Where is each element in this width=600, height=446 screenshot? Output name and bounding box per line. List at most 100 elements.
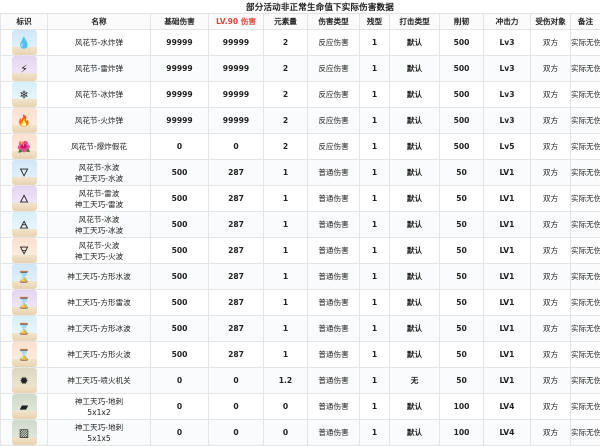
cell-z-type: 1 xyxy=(360,134,390,160)
cell-lv90-damage: 287 xyxy=(209,290,264,316)
table-row[interactable]: ⌛神工天巧-方形雷波5002871普通伤害1默认50LV1双方实际无伤害 xyxy=(1,290,600,316)
column-header-lv90[interactable]: LV.90 伤害 xyxy=(209,14,264,30)
cell-damage-target: 双方 xyxy=(531,264,571,290)
table-row[interactable]: ⌛神工天巧-方形水波5002871普通伤害1默认50LV1双方实际无伤害 xyxy=(1,264,600,290)
cryo-wave-icon: 🜁 xyxy=(12,212,37,237)
icon-glyph: ⌛ xyxy=(17,323,31,334)
cell-lv90-damage: 287 xyxy=(209,264,264,290)
cell-base-damage: 99999 xyxy=(151,108,209,134)
name-lines: 风花节-水波神工天巧-水波 xyxy=(48,162,150,184)
cell-base-damage: 99999 xyxy=(151,56,209,82)
cell-z-type: 1 xyxy=(360,394,390,420)
column-header-xuerou[interactable]: 削韧 xyxy=(440,14,484,30)
square-electro-wave-icon: ⌛ xyxy=(12,290,37,315)
cell-damage-target: 双方 xyxy=(531,186,571,212)
cell-damage-type: 反应伤害 xyxy=(308,30,360,56)
cell-icon: 🔥 xyxy=(1,108,48,134)
cell-base-damage: 0 xyxy=(151,368,209,394)
column-header-hittype[interactable]: 打击类型 xyxy=(390,14,440,30)
cell-z-type: 1 xyxy=(360,212,390,238)
cell-icon: ⌛ xyxy=(1,316,48,342)
cell-impact-force: Lv3 xyxy=(484,108,531,134)
name-line: 风花节-水炸弹 xyxy=(75,37,123,48)
cell-base-damage: 0 xyxy=(151,394,209,420)
table-row[interactable]: ⌛神工天巧-方形火波5002871普通伤害1默认50LV1双方实际无伤害 xyxy=(1,342,600,368)
sheet-title-row: 部分活动非正常生命值下实际伤害数据 xyxy=(0,0,600,13)
cell-base-damage: 500 xyxy=(151,342,209,368)
table-row[interactable]: ⚡风花节-雷炸弹99999999992反应伤害1默认500Lv3双方实际无伤害 xyxy=(1,56,600,82)
cell-damage-type: 反应伤害 xyxy=(308,108,360,134)
cell-element-amount: 1 xyxy=(264,342,308,368)
cell-element-amount: 2 xyxy=(264,108,308,134)
column-header-ztype[interactable]: 残型 xyxy=(360,14,390,30)
cell-impact-force: LV4 xyxy=(484,420,531,446)
column-header-icon[interactable]: 标识 xyxy=(1,14,48,30)
cell-base-damage: 500 xyxy=(151,290,209,316)
column-header-dmgtype[interactable]: 伤害类型 xyxy=(308,14,360,30)
cell-z-type: 1 xyxy=(360,56,390,82)
square-pyro-wave-icon: ⌛ xyxy=(12,342,37,367)
name-line: 神工天巧-方形水波 xyxy=(67,271,131,282)
icon-glyph: 🜄 xyxy=(19,167,29,178)
cell-element-amount: 1 xyxy=(264,160,308,186)
cell-note: 实际无伤害 xyxy=(571,30,600,56)
cell-impact-force: LV4 xyxy=(484,394,531,420)
table-body: 💧风花节-水炸弹99999999992反应伤害1默认500Lv3双方实际无伤害⚡… xyxy=(1,30,600,446)
column-header-element[interactable]: 元素量 xyxy=(264,14,308,30)
cell-icon: ⌛ xyxy=(1,342,48,368)
table-row[interactable]: ❄风花节-冰炸弹99999999992反应伤害1默认500Lv3双方实际无伤害 xyxy=(1,82,600,108)
cell-poise-reduction: 50 xyxy=(440,212,484,238)
table-row[interactable]: 🌺风花节-爆炸假花002反应伤害1默认500Lv5双方实际无伤害 xyxy=(1,134,600,160)
cell-impact-force: LV1 xyxy=(484,264,531,290)
square-cryo-wave-icon: ⌛ xyxy=(12,316,37,341)
cell-note: 实际无伤害 xyxy=(571,186,600,212)
cell-icon: ▨ xyxy=(1,420,48,446)
column-header-target[interactable]: 受伤对象 xyxy=(531,14,571,30)
table-row[interactable]: 💧风花节-水炸弹99999999992反应伤害1默认500Lv3双方实际无伤害 xyxy=(1,30,600,56)
name-line: 风花节-雷波 xyxy=(79,188,120,199)
name-line: 神工天巧-雷波 xyxy=(75,199,123,210)
column-header-base[interactable]: 基础伤害 xyxy=(151,14,209,30)
table-row[interactable]: 🔥风花节-火炸弹99999999992反应伤害1默认500Lv3双方实际无伤害 xyxy=(1,108,600,134)
table-row[interactable]: ▨神工天巧-地刺5x1x5000普通伤害1默认100LV4双方实际无伤害 xyxy=(1,420,600,446)
cell-damage-target: 双方 xyxy=(531,212,571,238)
cell-base-damage: 500 xyxy=(151,264,209,290)
table-row[interactable]: ⌛神工天巧-方形冰波5002871普通伤害1默认50LV1双方实际无伤害 xyxy=(1,316,600,342)
cell-poise-reduction: 50 xyxy=(440,238,484,264)
cell-hit-type: 默认 xyxy=(390,264,440,290)
cell-hit-type: 默认 xyxy=(390,290,440,316)
cell-element-amount: 1 xyxy=(264,290,308,316)
exploding-flower-icon: 🌺 xyxy=(12,134,37,159)
cell-damage-type: 普通伤害 xyxy=(308,394,360,420)
column-header-note[interactable]: 备注 xyxy=(571,14,600,30)
cell-damage-target: 双方 xyxy=(531,56,571,82)
cell-poise-reduction: 500 xyxy=(440,30,484,56)
cell-poise-reduction: 50 xyxy=(440,342,484,368)
cell-damage-type: 普通伤害 xyxy=(308,212,360,238)
cell-name: 神工天巧-方形冰波 xyxy=(48,316,151,342)
cell-z-type: 1 xyxy=(360,186,390,212)
cell-icon: 🜂 xyxy=(1,186,48,212)
column-header-name[interactable]: 名称 xyxy=(48,14,151,30)
cell-lv90-damage: 99999 xyxy=(209,108,264,134)
cell-name: 风花节-冰炸弹 xyxy=(48,82,151,108)
name-lines: 风花节-火波神工天巧-火波 xyxy=(48,240,150,262)
cell-damage-type: 反应伤害 xyxy=(308,56,360,82)
cell-damage-target: 双方 xyxy=(531,30,571,56)
cell-note: 实际无伤害 xyxy=(571,342,600,368)
cell-poise-reduction: 50 xyxy=(440,264,484,290)
cell-base-damage: 500 xyxy=(151,186,209,212)
name-lines: 风花节-爆炸假花 xyxy=(48,141,150,152)
cell-element-amount: 1 xyxy=(264,212,308,238)
ground-spike-5x1x5-icon: ▨ xyxy=(12,420,37,445)
table-row[interactable]: ▰神工天巧-地刺5x1x2000普通伤害1默认100LV4双方实际无伤害 xyxy=(1,394,600,420)
column-header-impact[interactable]: 冲击力 xyxy=(484,14,531,30)
